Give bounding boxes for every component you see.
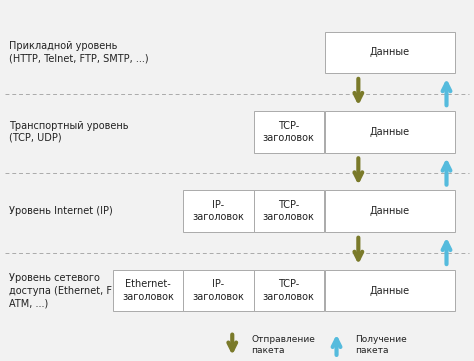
Bar — [254, 111, 324, 152]
Text: Прикладной уровень
(HTTP, Telnet, FTP, SMTP, ...): Прикладной уровень (HTTP, Telnet, FTP, S… — [9, 41, 149, 64]
Text: IP-
заголовок: IP- заголовок — [192, 279, 245, 302]
Bar — [325, 270, 455, 311]
Text: Данные: Данные — [370, 286, 410, 296]
Bar — [254, 191, 324, 232]
Bar — [325, 191, 455, 232]
Bar — [254, 270, 324, 311]
Text: IP-
заголовок: IP- заголовок — [192, 200, 245, 222]
Text: Транспортный уровень
(TCP, UDP): Транспортный уровень (TCP, UDP) — [9, 121, 129, 143]
Text: Данные: Данные — [370, 127, 410, 137]
Text: Отправление
пакета: Отправление пакета — [251, 335, 315, 355]
Text: Данные: Данные — [370, 206, 410, 216]
Text: Ethernet-
заголовок: Ethernet- заголовок — [122, 279, 174, 302]
Bar — [113, 270, 183, 311]
Text: Уровень Internet (IP): Уровень Internet (IP) — [9, 206, 113, 216]
Text: Уровень сетевого
доступа (Ethernet, FDDI,
ATM, ...): Уровень сетевого доступа (Ethernet, FDDI… — [9, 273, 134, 308]
Bar — [183, 191, 254, 232]
Text: TCP-
заголовок: TCP- заголовок — [263, 121, 315, 143]
Text: TCP-
заголовок: TCP- заголовок — [263, 279, 315, 302]
Text: TCP-
заголовок: TCP- заголовок — [263, 200, 315, 222]
Text: Данные: Данные — [370, 47, 410, 57]
Bar — [325, 32, 455, 73]
Bar — [325, 111, 455, 152]
Text: Получение
пакета: Получение пакета — [356, 335, 407, 355]
Bar — [183, 270, 254, 311]
